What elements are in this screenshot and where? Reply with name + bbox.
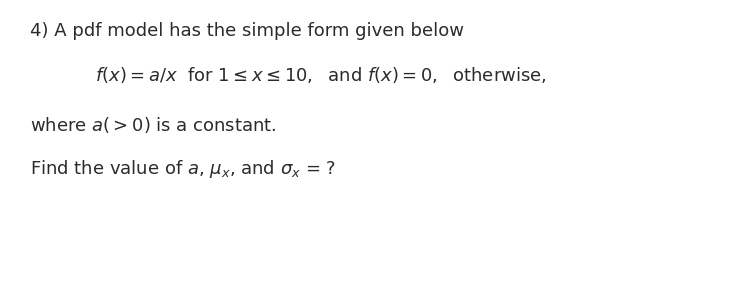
Text: Find the value of $a$, $\mu_x$, and $\sigma_x$ = ?: Find the value of $a$, $\mu_x$, and $\si… [30,158,336,180]
Text: $f(x) = a/x$  for $1 \leq x \leq 10,$  and $f(x) = 0,$  otherwise,: $f(x) = a/x$ for $1 \leq x \leq 10,$ and… [95,65,547,85]
Text: where $a(> 0)$ is a constant.: where $a(> 0)$ is a constant. [30,115,276,135]
Text: 4) A pdf model has the simple form given below: 4) A pdf model has the simple form given… [30,22,464,40]
